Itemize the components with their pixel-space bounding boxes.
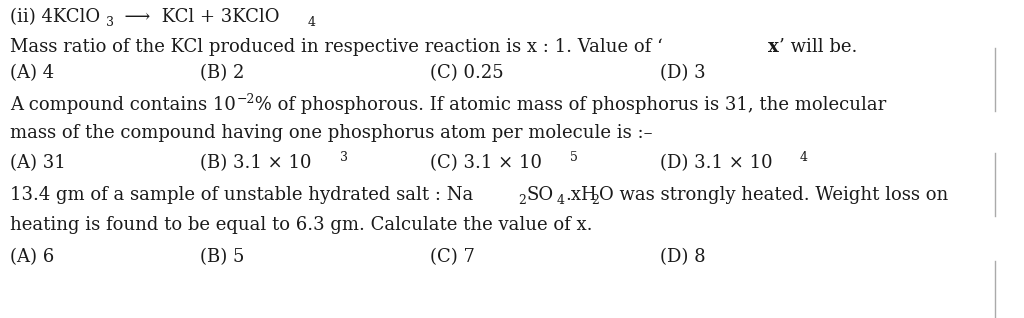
Text: SO: SO (527, 186, 554, 204)
Text: .xH: .xH (565, 186, 597, 204)
Text: (A) 31: (A) 31 (10, 154, 66, 172)
Text: 3: 3 (106, 16, 114, 29)
Text: % of phosphorous. If atomic mass of phosphorus is 31, the molecular: % of phosphorous. If atomic mass of phos… (249, 96, 886, 114)
Text: (C) 3.1 × 10: (C) 3.1 × 10 (430, 154, 542, 172)
Text: (C) 7: (C) 7 (430, 248, 475, 266)
Text: (D) 3: (D) 3 (660, 64, 706, 82)
Text: 4: 4 (557, 194, 565, 207)
Text: (D) 3.1 × 10: (D) 3.1 × 10 (660, 154, 773, 172)
Text: (A) 6: (A) 6 (10, 248, 54, 266)
Text: (C) 0.25: (C) 0.25 (430, 64, 504, 82)
Text: 5: 5 (570, 151, 578, 164)
Text: (A) 4: (A) 4 (10, 64, 54, 82)
Text: Mass ratio of the KCl produced in respective reaction is x : 1. Value of ‘: Mass ratio of the KCl produced in respec… (10, 38, 663, 56)
Text: ⟶  KCl + 3KClO: ⟶ KCl + 3KClO (113, 8, 280, 26)
Text: ’ will be.: ’ will be. (779, 38, 857, 56)
Text: (B) 2: (B) 2 (200, 64, 245, 82)
Text: 13.4 gm of a sample of unstable hydrated salt : Na: 13.4 gm of a sample of unstable hydrated… (10, 186, 473, 204)
Text: (B) 3.1 × 10: (B) 3.1 × 10 (200, 154, 311, 172)
Text: 3: 3 (340, 151, 348, 164)
Text: 2: 2 (518, 194, 526, 207)
Text: 2: 2 (591, 194, 599, 207)
Text: 4: 4 (800, 151, 808, 164)
Text: heating is found to be equal to 6.3 gm. Calculate the value of x.: heating is found to be equal to 6.3 gm. … (10, 216, 593, 234)
Text: 4: 4 (308, 16, 316, 29)
Text: (B) 5: (B) 5 (200, 248, 245, 266)
Text: (ii) 4KClO: (ii) 4KClO (10, 8, 100, 26)
Text: O was strongly heated. Weight loss on: O was strongly heated. Weight loss on (599, 186, 948, 204)
Text: −2: −2 (237, 93, 255, 106)
Text: A compound contains 10: A compound contains 10 (10, 96, 236, 114)
Text: (D) 8: (D) 8 (660, 248, 706, 266)
Text: mass of the compound having one phosphorus atom per molecule is :–: mass of the compound having one phosphor… (10, 124, 652, 142)
Text: x: x (768, 38, 778, 56)
